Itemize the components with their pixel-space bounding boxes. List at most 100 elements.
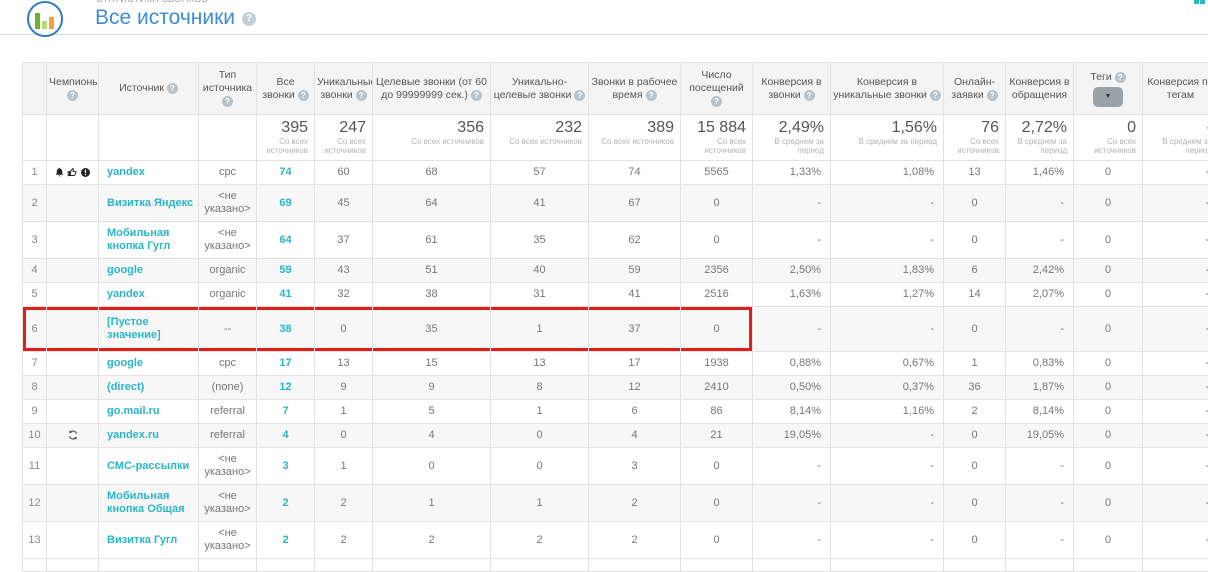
title-help-icon[interactable]: ? [242,12,256,26]
help-icon[interactable]: ? [646,90,657,101]
conv-appeals-cell: 19,05% [1006,424,1074,448]
source-cell: Мобильная кнопка Общая [99,485,199,522]
column-header-online_leads[interactable]: Онлайн-заявки ? [944,63,1006,115]
all-calls-link[interactable]: 3 [282,460,288,472]
num-cell: 4 [23,259,47,283]
all-calls-link[interactable]: 2 [282,497,288,509]
all-calls-link[interactable]: 7 [282,405,288,417]
tags-cell: 0 [1074,424,1143,448]
champions-cell [47,259,99,283]
total-note: Со всех источников [493,137,582,146]
column-header-source[interactable]: Источник ? [99,63,199,115]
source-link[interactable]: yandex [107,166,145,178]
conv-appeals-cell: - [1006,448,1074,485]
all-calls-link[interactable]: 59 [279,264,291,276]
column-header-work_time_calls[interactable]: Звонки в рабочее время ? [589,63,681,115]
column-header-conv_calls[interactable]: Конверсия в звонки ? [753,63,831,115]
all-calls-link[interactable]: 12 [279,381,291,393]
column-header-unique_calls[interactable]: Уникальные звонки ? [315,63,373,115]
help-icon[interactable]: ? [67,90,78,101]
all-calls-link[interactable]: 64 [279,234,291,246]
help-icon[interactable]: ? [711,96,722,107]
conv-unique-calls-cell: 0,37% [831,376,944,400]
total-conv_calls: 2,49%В среднем за период [753,115,831,161]
all-calls-link[interactable]: 17 [279,357,291,369]
source-link[interactable]: Мобильная кнопка Гугл [107,227,170,252]
column-label: Чемпионы [49,76,99,88]
toolbar-corner-icon[interactable] [1194,0,1205,4]
help-icon[interactable]: ? [1115,72,1126,83]
empty-cell [23,559,47,572]
column-header-conv_tags[interactable]: Конверсия по тегам [1143,63,1208,115]
source-cell: yandex.ru [99,424,199,448]
source-link[interactable]: Визитка Гугл [107,534,177,546]
visits-cell: 0 [681,485,753,522]
conv-calls-cell: 0,88% [753,352,831,376]
column-header-visits[interactable]: Число посещений ? [681,63,753,115]
source-link[interactable]: yandex.ru [107,429,159,441]
tags-cell: 0 [1074,259,1143,283]
help-icon[interactable]: ? [987,90,998,101]
column-header-type[interactable]: Тип источника ? [199,63,257,115]
empty-cell [491,559,589,572]
help-icon[interactable]: ? [356,90,367,101]
column-header-tags[interactable]: Теги ?▼ [1074,63,1143,115]
conv-calls-cell: - [753,307,831,352]
tags-filter-button[interactable]: ▼ [1093,87,1123,107]
column-header-conv_appeals[interactable]: Конверсия в обращения [1006,63,1074,115]
source-link[interactable]: Визитка Яндекс [107,197,193,209]
champions-cell [47,352,99,376]
num-cell: 12 [23,485,47,522]
all-calls-link[interactable]: 38 [279,323,291,335]
target-calls-cell: 68 [373,161,491,185]
source-link[interactable]: СМС-рассылки [107,460,189,472]
all-calls-link[interactable]: 69 [279,197,291,209]
help-icon[interactable]: ? [930,90,941,101]
visits-cell: 2516 [681,283,753,307]
help-icon[interactable]: ? [298,90,309,101]
conv-unique-calls-cell: - [831,522,944,559]
column-header-unique_target_calls[interactable]: Уникально-целевые звонки ? [491,63,589,115]
help-icon[interactable]: ? [804,90,815,101]
total-note: В среднем за период [1145,137,1208,155]
source-link[interactable]: (direct) [107,381,144,393]
source-link[interactable]: yandex [107,288,145,300]
all-calls-cell: 7 [257,400,315,424]
empty-cell [831,559,944,572]
online-leads-cell: 0 [944,448,1006,485]
column-header-champions[interactable]: Чемпионы ? [47,63,99,115]
bell-icon [54,167,65,178]
help-icon[interactable]: ? [471,90,482,101]
source-link[interactable]: google [107,357,143,369]
column-header-conv_unique_calls[interactable]: Конверсия в уникальные звонки ? [831,63,944,115]
source-link[interactable]: go.mail.ru [107,405,160,417]
source-link[interactable]: Мобильная кнопка Общая [107,490,185,515]
visits-cell: 5565 [681,161,753,185]
all-calls-link[interactable]: 74 [279,166,291,178]
all-calls-link[interactable]: 2 [282,534,288,546]
source-link[interactable]: google [107,264,143,276]
help-icon[interactable]: ? [222,96,233,107]
bar-green [35,13,40,29]
all-calls-link[interactable]: 41 [279,288,291,300]
source-cell: (direct) [99,376,199,400]
all-calls-link[interactable]: 4 [282,429,288,441]
unique-calls-cell: 9 [315,376,373,400]
total-value: 247 [317,119,366,137]
empty-cell [1143,559,1208,572]
column-header-all_calls[interactable]: Все звонки ? [257,63,315,115]
conv-calls-cell: - [753,485,831,522]
column-label: Конверсия по тегам [1147,76,1208,101]
help-icon[interactable]: ? [167,83,178,94]
online-leads-cell: 13 [944,161,1006,185]
help-icon[interactable]: ? [574,90,585,101]
total-value: 0 [1076,119,1136,137]
target-calls-cell: 4 [373,424,491,448]
source-link[interactable]: [Пустое значение] [107,316,161,341]
conv-unique-calls-cell: - [831,307,944,352]
column-header-target_calls[interactable]: Целевые звонки (от 60 до 99999999 сек.) … [373,63,491,115]
